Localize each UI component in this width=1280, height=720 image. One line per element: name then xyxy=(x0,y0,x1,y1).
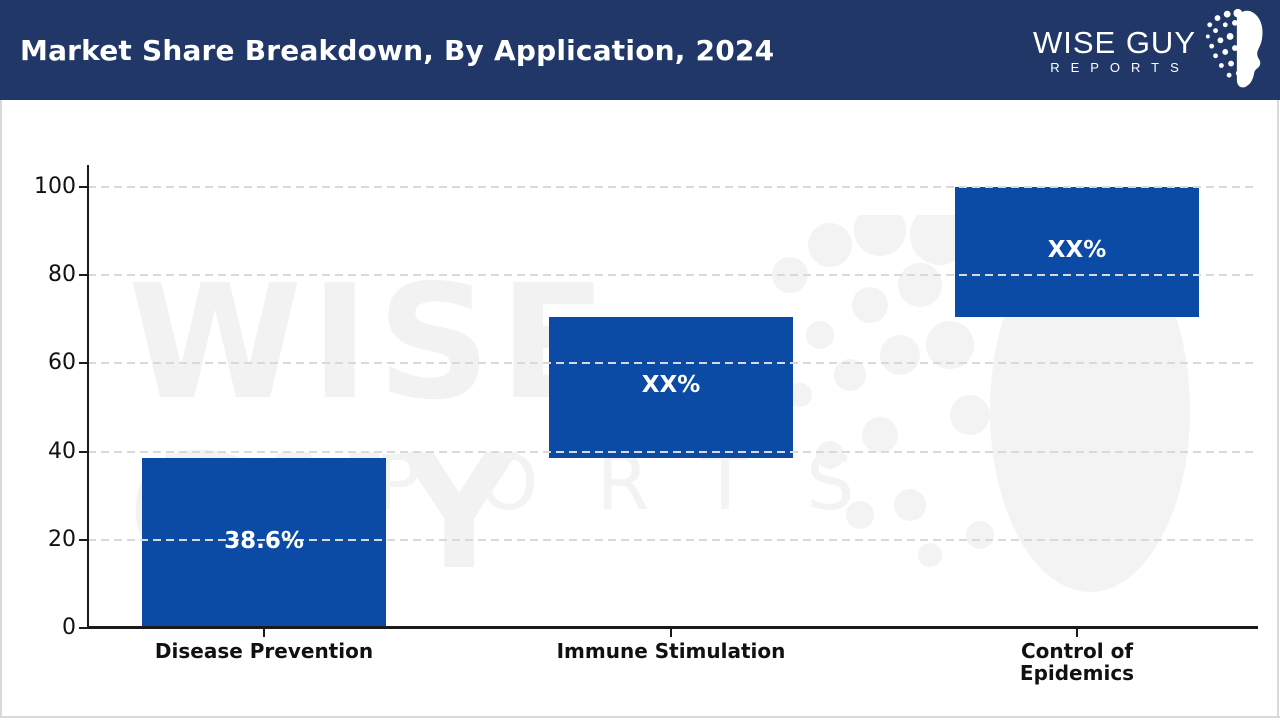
logo-wordmark: WISE GUY xyxy=(1032,24,1196,60)
grid-line xyxy=(88,450,1258,453)
header: Market Share Breakdown, By Application, … xyxy=(0,0,1280,100)
y-tick-label: 20 xyxy=(48,526,76,552)
y-axis-tick xyxy=(79,186,87,188)
bar-value-label: XX% xyxy=(641,372,701,399)
x-axis-tick xyxy=(263,629,265,637)
y-axis-tick xyxy=(79,274,87,277)
bar xyxy=(142,457,386,628)
wiseguy-logo: WISE GUY REPORTS xyxy=(1033,0,1264,100)
x-axis-line xyxy=(87,626,1258,629)
x-category-label: Control of Epidemics xyxy=(1019,639,1135,685)
y-axis-tick xyxy=(79,362,87,365)
x-axis-tick xyxy=(1076,629,1078,637)
y-axis-tick xyxy=(79,450,87,453)
bar xyxy=(549,317,793,458)
frame-right-border xyxy=(1277,100,1279,718)
wiseguy-face-icon xyxy=(1205,8,1263,88)
grid-line xyxy=(88,538,1258,541)
grid-line xyxy=(88,362,1258,365)
grid-line xyxy=(88,274,1258,277)
y-tick-label: 60 xyxy=(48,350,76,376)
bar-value-label: XX% xyxy=(1047,237,1107,264)
y-axis-line xyxy=(87,165,89,628)
x-axis-tick xyxy=(670,629,672,637)
logo-subtext: REPORTS xyxy=(1050,59,1190,75)
y-tick-label: 0 xyxy=(62,615,76,640)
x-category-label: Disease Prevention xyxy=(154,639,374,663)
bar-value-label: 38.6% xyxy=(224,527,304,554)
y-tick-label: 80 xyxy=(48,262,76,288)
y-tick-label: 40 xyxy=(48,438,76,464)
y-tick-label: 100 xyxy=(34,174,76,199)
page-title: Market Share Breakdown, By Application, … xyxy=(20,33,775,67)
x-category-label: Immune Stimulation xyxy=(556,639,786,663)
y-axis-tick xyxy=(79,538,87,541)
y-axis-tick xyxy=(79,627,87,629)
grid-line xyxy=(88,186,1258,188)
frame-bottom-border xyxy=(0,716,1280,718)
logo-text: WISE GUY REPORTS xyxy=(1032,24,1196,75)
frame-left-border xyxy=(0,100,2,718)
